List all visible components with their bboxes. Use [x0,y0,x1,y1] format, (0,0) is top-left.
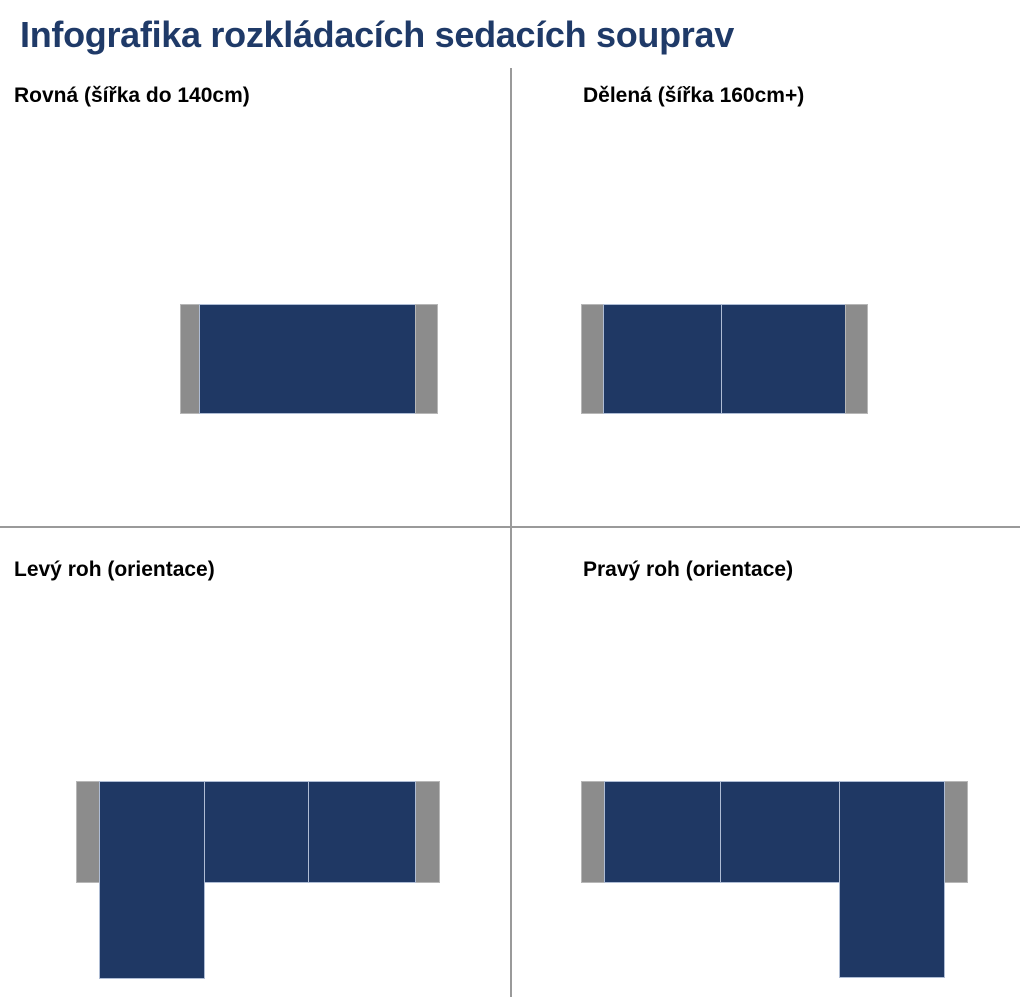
quadrant-divider-vertical [510,68,512,997]
armrest-right-icon [845,304,868,414]
armrest-left-icon [581,304,604,414]
seat-section [204,781,309,883]
seat-section [603,304,722,414]
armrest-left-icon [76,781,100,883]
seat-section [199,304,416,414]
quadrant-divider-horizontal [0,526,1020,528]
seat-section [721,304,846,414]
seat-section [604,781,721,883]
quadrant-label-left-corner: Levý roh (orientace) [14,558,215,581]
armrest-right-icon [415,781,440,883]
sofa-diagram-right-corner [581,781,968,978]
seat-section [720,781,840,883]
sofa-diagram-split [581,304,868,414]
chaise-section-right [839,781,945,978]
sofa-diagram-left-corner [76,781,440,979]
armrest-left-icon [581,781,605,883]
quadrant-label-split: Dělená (šířka 160cm+) [583,84,805,107]
armrest-right-icon [415,304,438,414]
quadrant-label-right-corner: Pravý roh (orientace) [583,558,794,581]
sofa-diagram-straight [180,304,438,414]
chaise-section-left [99,781,205,979]
quadrant-label-straight: Rovná (šířka do 140cm) [14,84,250,107]
seat-section [308,781,416,883]
armrest-left-icon [180,304,200,414]
armrest-right-icon [944,781,968,883]
page-title: Infografika rozkládacích sedacích soupra… [20,14,734,55]
